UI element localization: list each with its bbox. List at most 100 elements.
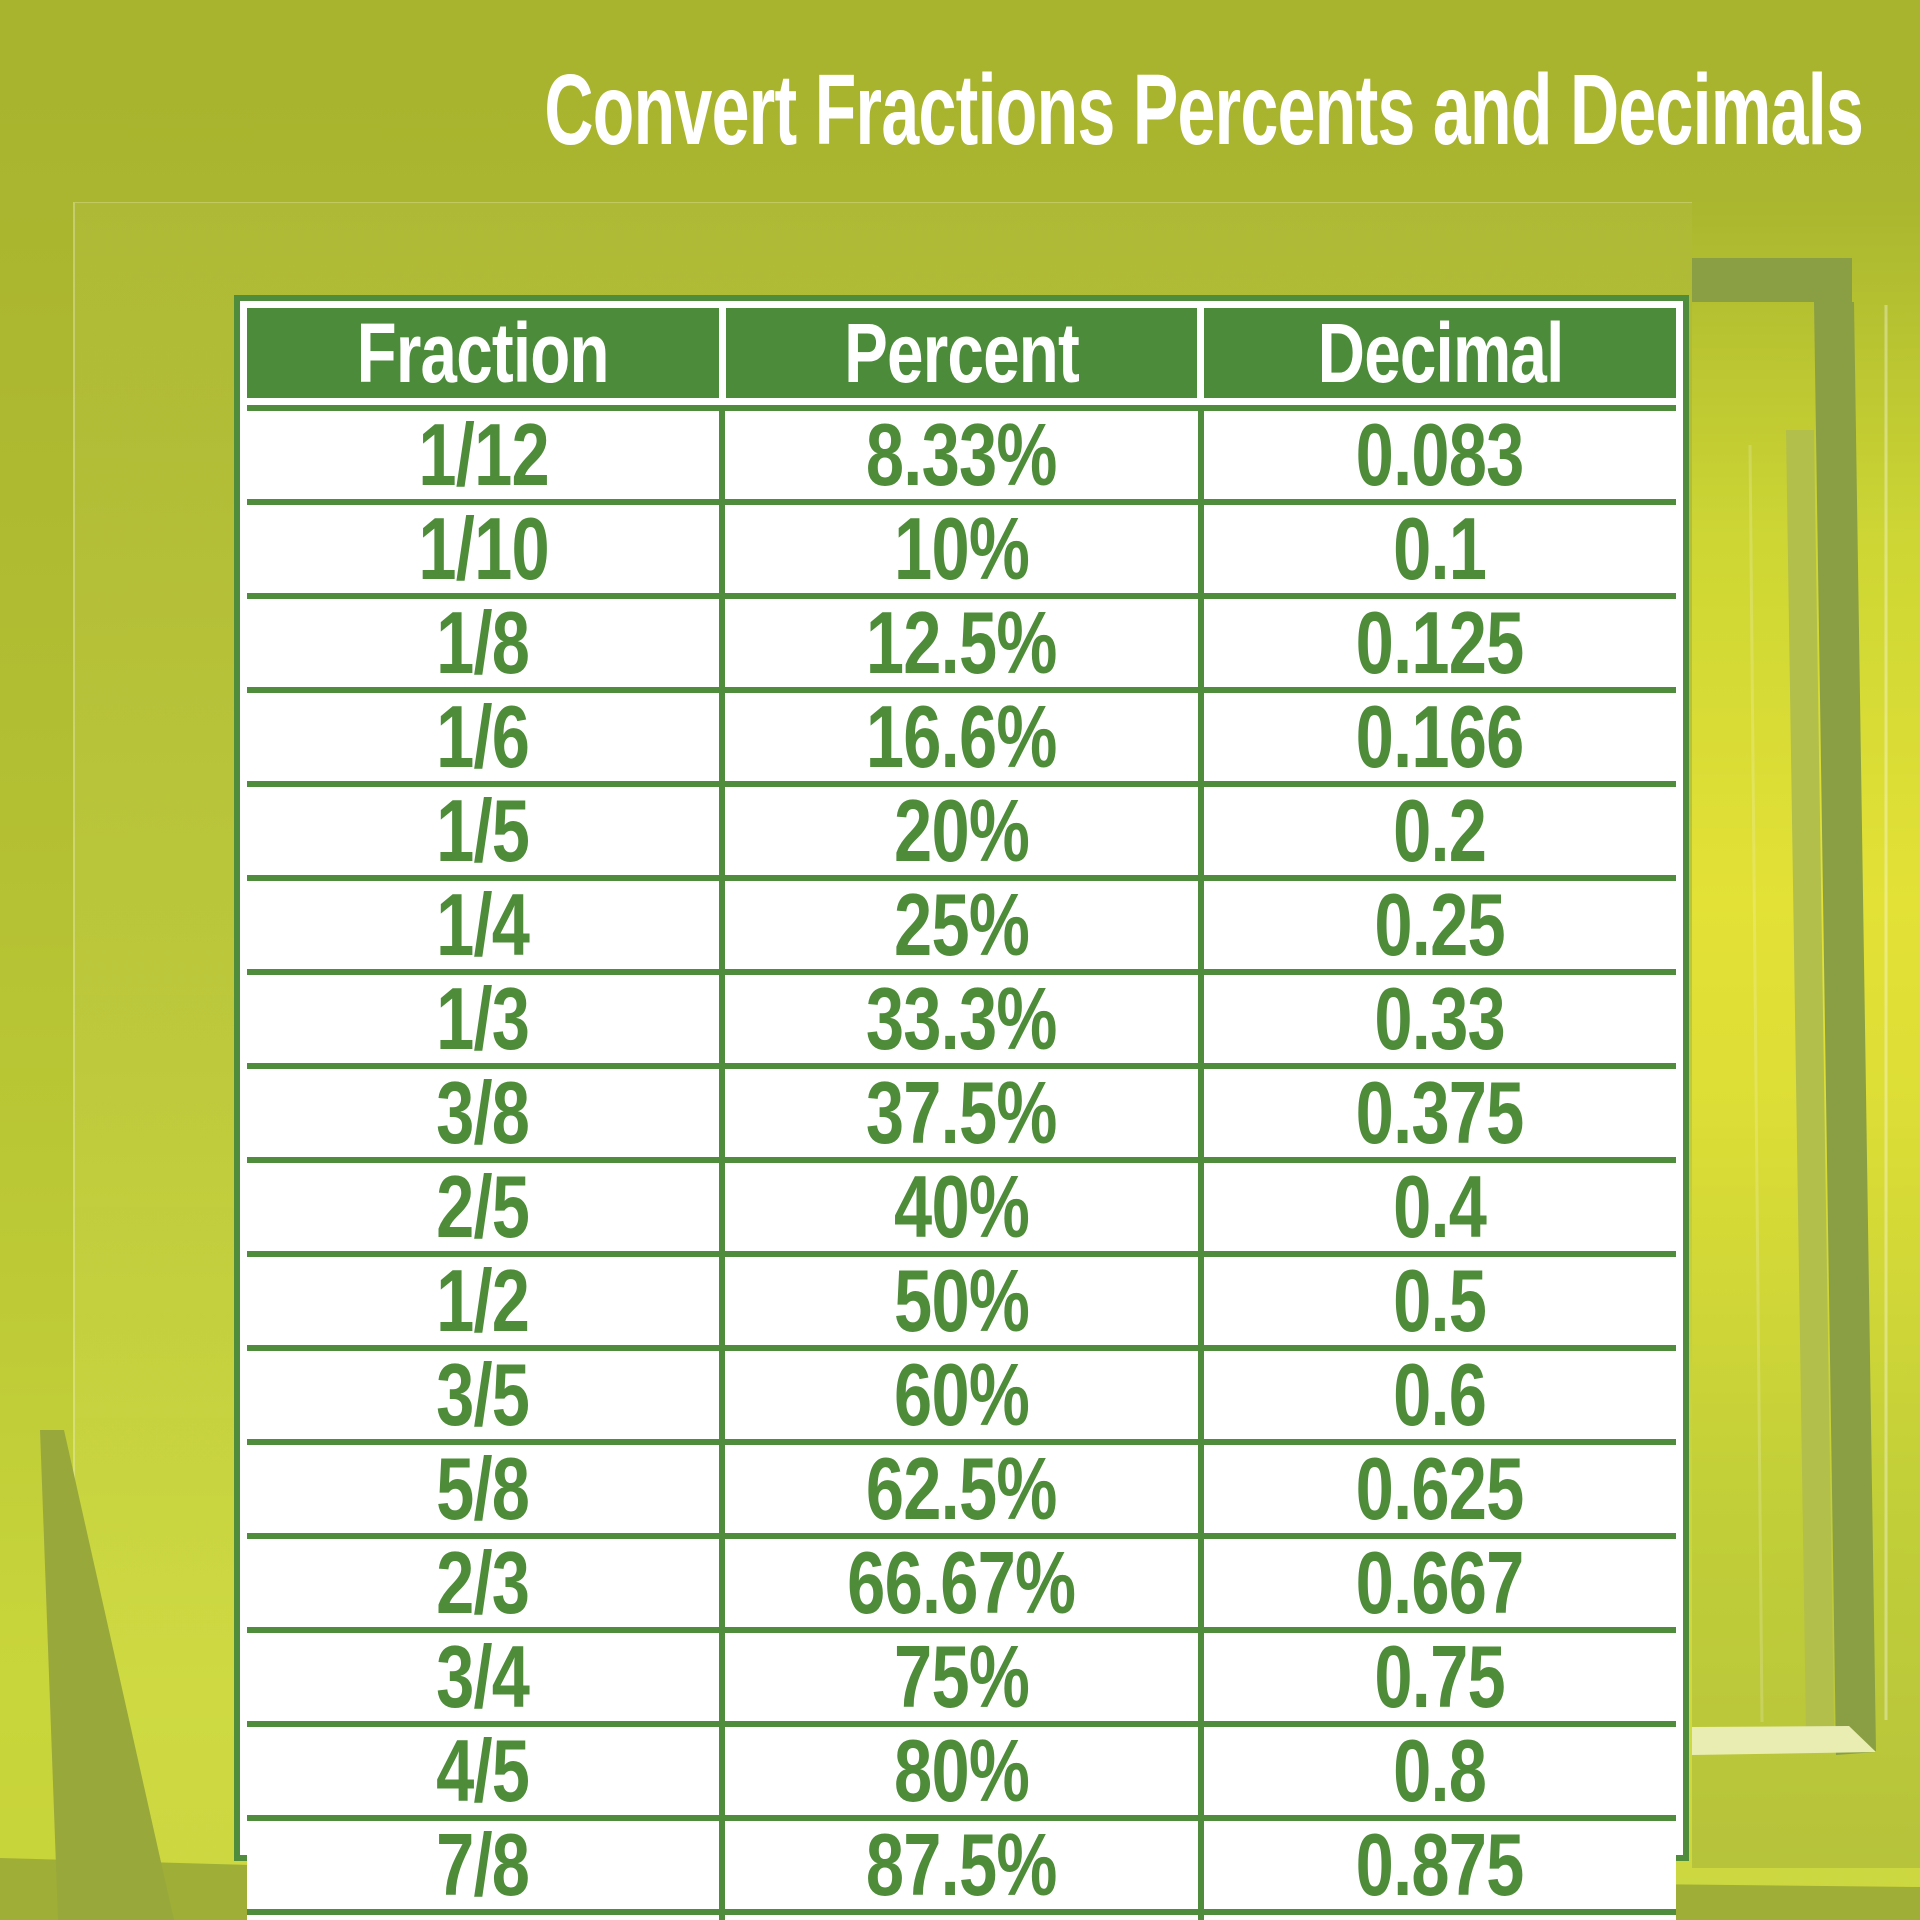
cell-value: 87.5%	[866, 1815, 1058, 1914]
cell-value: 16.6%	[866, 687, 1058, 786]
cell-value: 12.5%	[866, 593, 1058, 692]
cell-value: 3/4	[436, 1627, 531, 1726]
cell-fraction: 4/5	[247, 1721, 720, 1820]
frame-cream-floor	[1692, 1726, 1876, 1755]
cell-percent: 50%	[725, 1251, 1198, 1350]
cell-value: 100%	[875, 1915, 1048, 1920]
frame-shadow-stripe	[1786, 430, 1834, 1730]
cell-decimal: 0.25	[1203, 881, 1676, 969]
cell-value: 20%	[893, 781, 1030, 880]
cell-value: 0.8	[1393, 1721, 1487, 1820]
cell-decimal: 0.5	[1203, 1251, 1676, 1350]
cell-percent: 20%	[725, 781, 1198, 880]
cell-fraction: 1/10	[247, 499, 720, 598]
cell-value: 1/6	[436, 687, 531, 786]
cell-value: 1/10	[417, 499, 549, 598]
cell-fraction: 3/4	[247, 1627, 720, 1726]
cell-fraction: 1/4	[247, 875, 720, 974]
cell-value: 33.3%	[866, 969, 1058, 1068]
cell-percent: 8.33%	[725, 405, 1198, 504]
cell-value: 1	[464, 1915, 502, 1920]
cell-decimal: 0.375	[1203, 1069, 1676, 1157]
cell-value: 1/2	[436, 1251, 531, 1350]
cell-decimal: 0.4	[1203, 1157, 1676, 1256]
cell-decimal: 0.166	[1203, 687, 1676, 786]
cell-value: 0.2	[1393, 781, 1487, 880]
column-header-percent: Percent	[725, 306, 1198, 400]
cell-value: 2/3	[436, 1533, 531, 1632]
cell-fraction: 7/8	[247, 1815, 720, 1914]
cell-decimal: 0.875	[1203, 1815, 1676, 1914]
cell-decimal: 0.625	[1203, 1439, 1676, 1538]
cell-value: 0.125	[1355, 593, 1525, 692]
cell-value: 0.083	[1355, 405, 1525, 504]
frame-vertical-band	[1814, 302, 1876, 1755]
cell-value: 0.33	[1374, 969, 1506, 1068]
frame-top-bar	[1692, 258, 1852, 302]
cell-percent: 37.5%	[725, 1063, 1198, 1162]
table-header-row: Fraction Percent Decimal	[247, 308, 1676, 398]
cell-value: 0.5	[1393, 1251, 1487, 1350]
cell-value: 0.1	[1393, 499, 1487, 598]
column-header-label: Decimal	[1317, 306, 1564, 400]
cell-percent: 33.3%	[725, 969, 1198, 1068]
cell-value: 1.0	[1393, 1915, 1487, 1920]
cell-percent: 66.67%	[725, 1533, 1198, 1632]
cell-decimal: 0.125	[1203, 593, 1676, 692]
cell-fraction: 1/6	[247, 687, 720, 786]
cell-fraction: 1/2	[247, 1251, 720, 1350]
cell-value: 0.875	[1355, 1815, 1525, 1914]
frame-highlight-line-inner	[1748, 444, 1764, 1723]
cell-value: 62.5%	[866, 1439, 1058, 1538]
cell-value: 25%	[893, 875, 1030, 974]
cell-fraction: 1/3	[247, 969, 720, 1068]
cell-value: 8.33%	[866, 405, 1058, 504]
cell-value: 0.4	[1393, 1157, 1487, 1256]
cell-value: 37.5%	[866, 1063, 1058, 1162]
cell-value: 1/8	[436, 593, 531, 692]
cell-value: 5/8	[436, 1439, 531, 1538]
cell-value: 60%	[893, 1345, 1030, 1444]
cell-percent: 87.5%	[725, 1815, 1198, 1914]
cell-decimal: 0.33	[1203, 969, 1676, 1068]
cell-value: 1/3	[436, 969, 531, 1068]
cell-percent: 40%	[725, 1157, 1198, 1256]
cell-value: 66.67%	[847, 1533, 1076, 1632]
cell-value: 1/4	[436, 875, 531, 974]
column-header-decimal: Decimal	[1204, 308, 1676, 398]
cell-value: 0.166	[1355, 687, 1525, 786]
cell-value: 75%	[893, 1627, 1030, 1726]
column-header-label: Percent	[844, 306, 1080, 400]
cell-percent: 10%	[725, 505, 1198, 593]
cell-value: 7/8	[436, 1815, 531, 1914]
cell-percent: 75%	[725, 1627, 1198, 1726]
cell-value: 4/5	[436, 1721, 531, 1820]
cell-decimal: 1.0	[1203, 1915, 1676, 1920]
cell-fraction: 3/5	[247, 1351, 720, 1439]
cell-fraction: 1/5	[247, 787, 720, 875]
cell-percent: 60%	[725, 1345, 1198, 1444]
page-title: Convert Fractions Percents and Decimals	[234, 58, 1864, 163]
cell-fraction: 3/8	[247, 1063, 720, 1162]
cell-value: 3/8	[436, 1063, 531, 1162]
cell-value: 0.6	[1393, 1345, 1487, 1444]
left-olive-wedge	[40, 1430, 174, 1920]
cell-value: 0.75	[1374, 1627, 1506, 1726]
page-title-text: Convert Fractions Percents and Decimals	[544, 54, 1864, 166]
cell-value: 40%	[893, 1157, 1030, 1256]
cell-decimal: 0.083	[1203, 405, 1676, 504]
column-header-fraction: Fraction	[247, 308, 719, 398]
cell-fraction: 1	[247, 1915, 720, 1920]
cell-percent: 16.6%	[725, 687, 1198, 786]
cell-decimal: 0.6	[1203, 1345, 1676, 1444]
cell-fraction: 5/8	[247, 1439, 720, 1538]
cell-percent: 100%	[725, 1915, 1198, 1920]
cell-value: 50%	[893, 1251, 1030, 1350]
table-body: 1/12 8.33% 0.083 1/10 10% 0.1 1/8 12.5% 0.125 1/6…	[247, 405, 1676, 1920]
cell-value: 0.625	[1355, 1439, 1525, 1538]
cell-value: 80%	[893, 1721, 1030, 1820]
cell-value: 1/12	[417, 405, 549, 504]
cell-decimal: 0.667	[1203, 1539, 1676, 1627]
cell-percent: 80%	[725, 1721, 1198, 1820]
